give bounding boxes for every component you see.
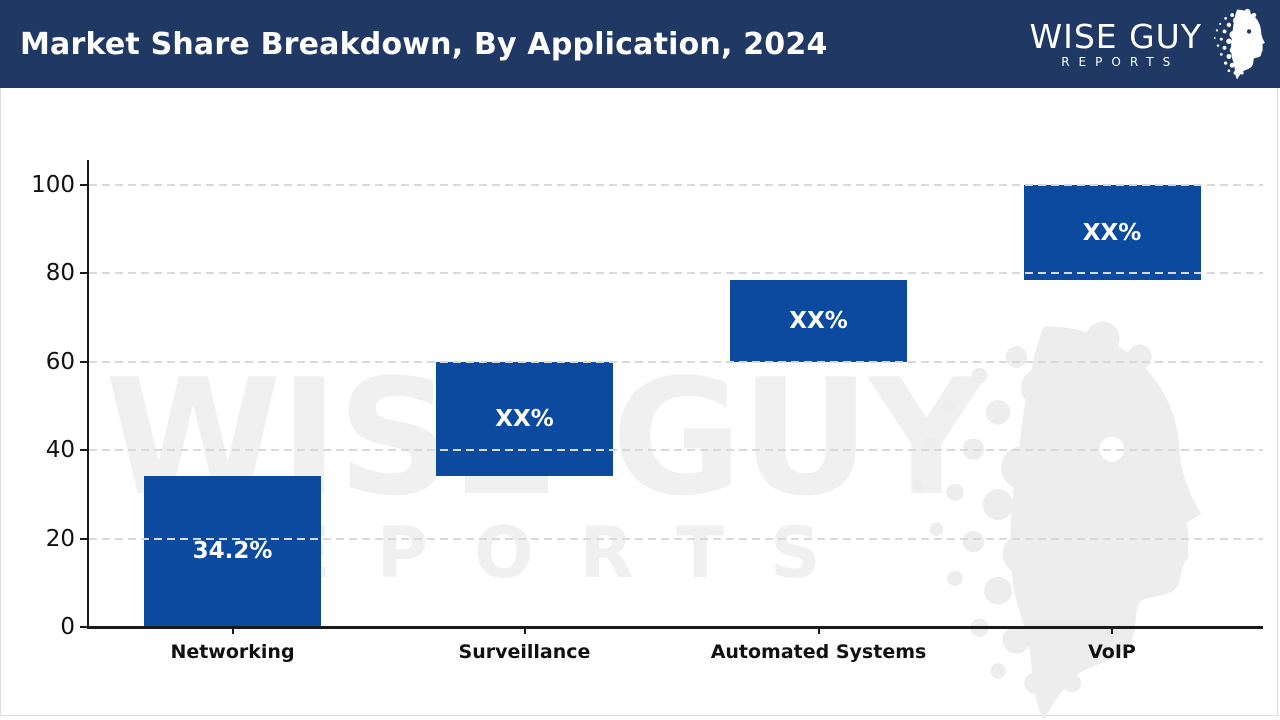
x-tick-mark bbox=[1111, 627, 1113, 634]
wise-guy-logo-text: WISE GUY REPORTS bbox=[1029, 16, 1202, 69]
gridline-60 bbox=[89, 360, 1263, 363]
x-axis-label: Surveillance bbox=[458, 641, 591, 663]
y-tick-mark bbox=[80, 272, 88, 275]
gridline-100 bbox=[89, 184, 1263, 186]
bar-surveillance: XX% bbox=[436, 361, 613, 476]
x-axis-label: Automated Systems bbox=[710, 641, 927, 663]
bar-voip: XX% bbox=[1023, 185, 1201, 281]
y-tick-label: 100 bbox=[31, 172, 75, 198]
page-title: Market Share Breakdown, By Application, … bbox=[20, 26, 828, 62]
x-axis-label: Networking bbox=[170, 641, 295, 663]
bar-value-label: XX% bbox=[789, 307, 848, 334]
bar-automated-systems: XX% bbox=[730, 280, 907, 362]
plot-area: 34.2% XX% XX% XX% 0 20 40 60 80 100 Networking Surv… bbox=[1, 88, 1277, 715]
y-tick-mark bbox=[80, 626, 88, 628]
y-tick-mark bbox=[80, 184, 88, 186]
x-tick-mark bbox=[523, 627, 526, 634]
y-tick-label: 20 bbox=[45, 525, 75, 552]
logo-subtitle: REPORTS bbox=[1061, 54, 1180, 69]
y-tick-mark bbox=[80, 360, 88, 363]
x-axis-label: VoIP bbox=[1088, 641, 1136, 663]
y-axis-line bbox=[87, 160, 89, 628]
y-tick-mark bbox=[80, 449, 88, 452]
bar-value-label: XX% bbox=[495, 405, 554, 432]
bar-networking: 34.2% bbox=[144, 475, 321, 627]
y-tick-mark bbox=[80, 537, 88, 540]
x-tick-mark bbox=[817, 627, 820, 634]
x-tick-mark bbox=[231, 627, 234, 634]
x-axis-line bbox=[87, 626, 1263, 629]
header: Market Share Breakdown, By Application, … bbox=[0, 0, 1280, 88]
gridline-80 bbox=[89, 272, 1263, 275]
y-tick-label: 60 bbox=[45, 348, 75, 375]
logo-wordmark: WISE GUY bbox=[1029, 16, 1202, 56]
bar-value-label: XX% bbox=[1082, 219, 1142, 246]
wise-guy-head-logo-icon bbox=[1206, 7, 1266, 81]
y-tick-label: 0 bbox=[60, 614, 75, 640]
chart-canvas: WISE GUY REPORTS 34.2% XX% XX% XX% 0 20 40 60 80… bbox=[0, 88, 1278, 716]
y-tick-label: 40 bbox=[45, 437, 75, 464]
gridline-40 bbox=[89, 449, 1263, 452]
bar-value-label: 34.2% bbox=[192, 538, 273, 565]
gridline-20 bbox=[89, 537, 1263, 540]
y-tick-label: 80 bbox=[45, 260, 75, 287]
wise-guy-logo: WISE GUY REPORTS bbox=[1029, 7, 1266, 81]
